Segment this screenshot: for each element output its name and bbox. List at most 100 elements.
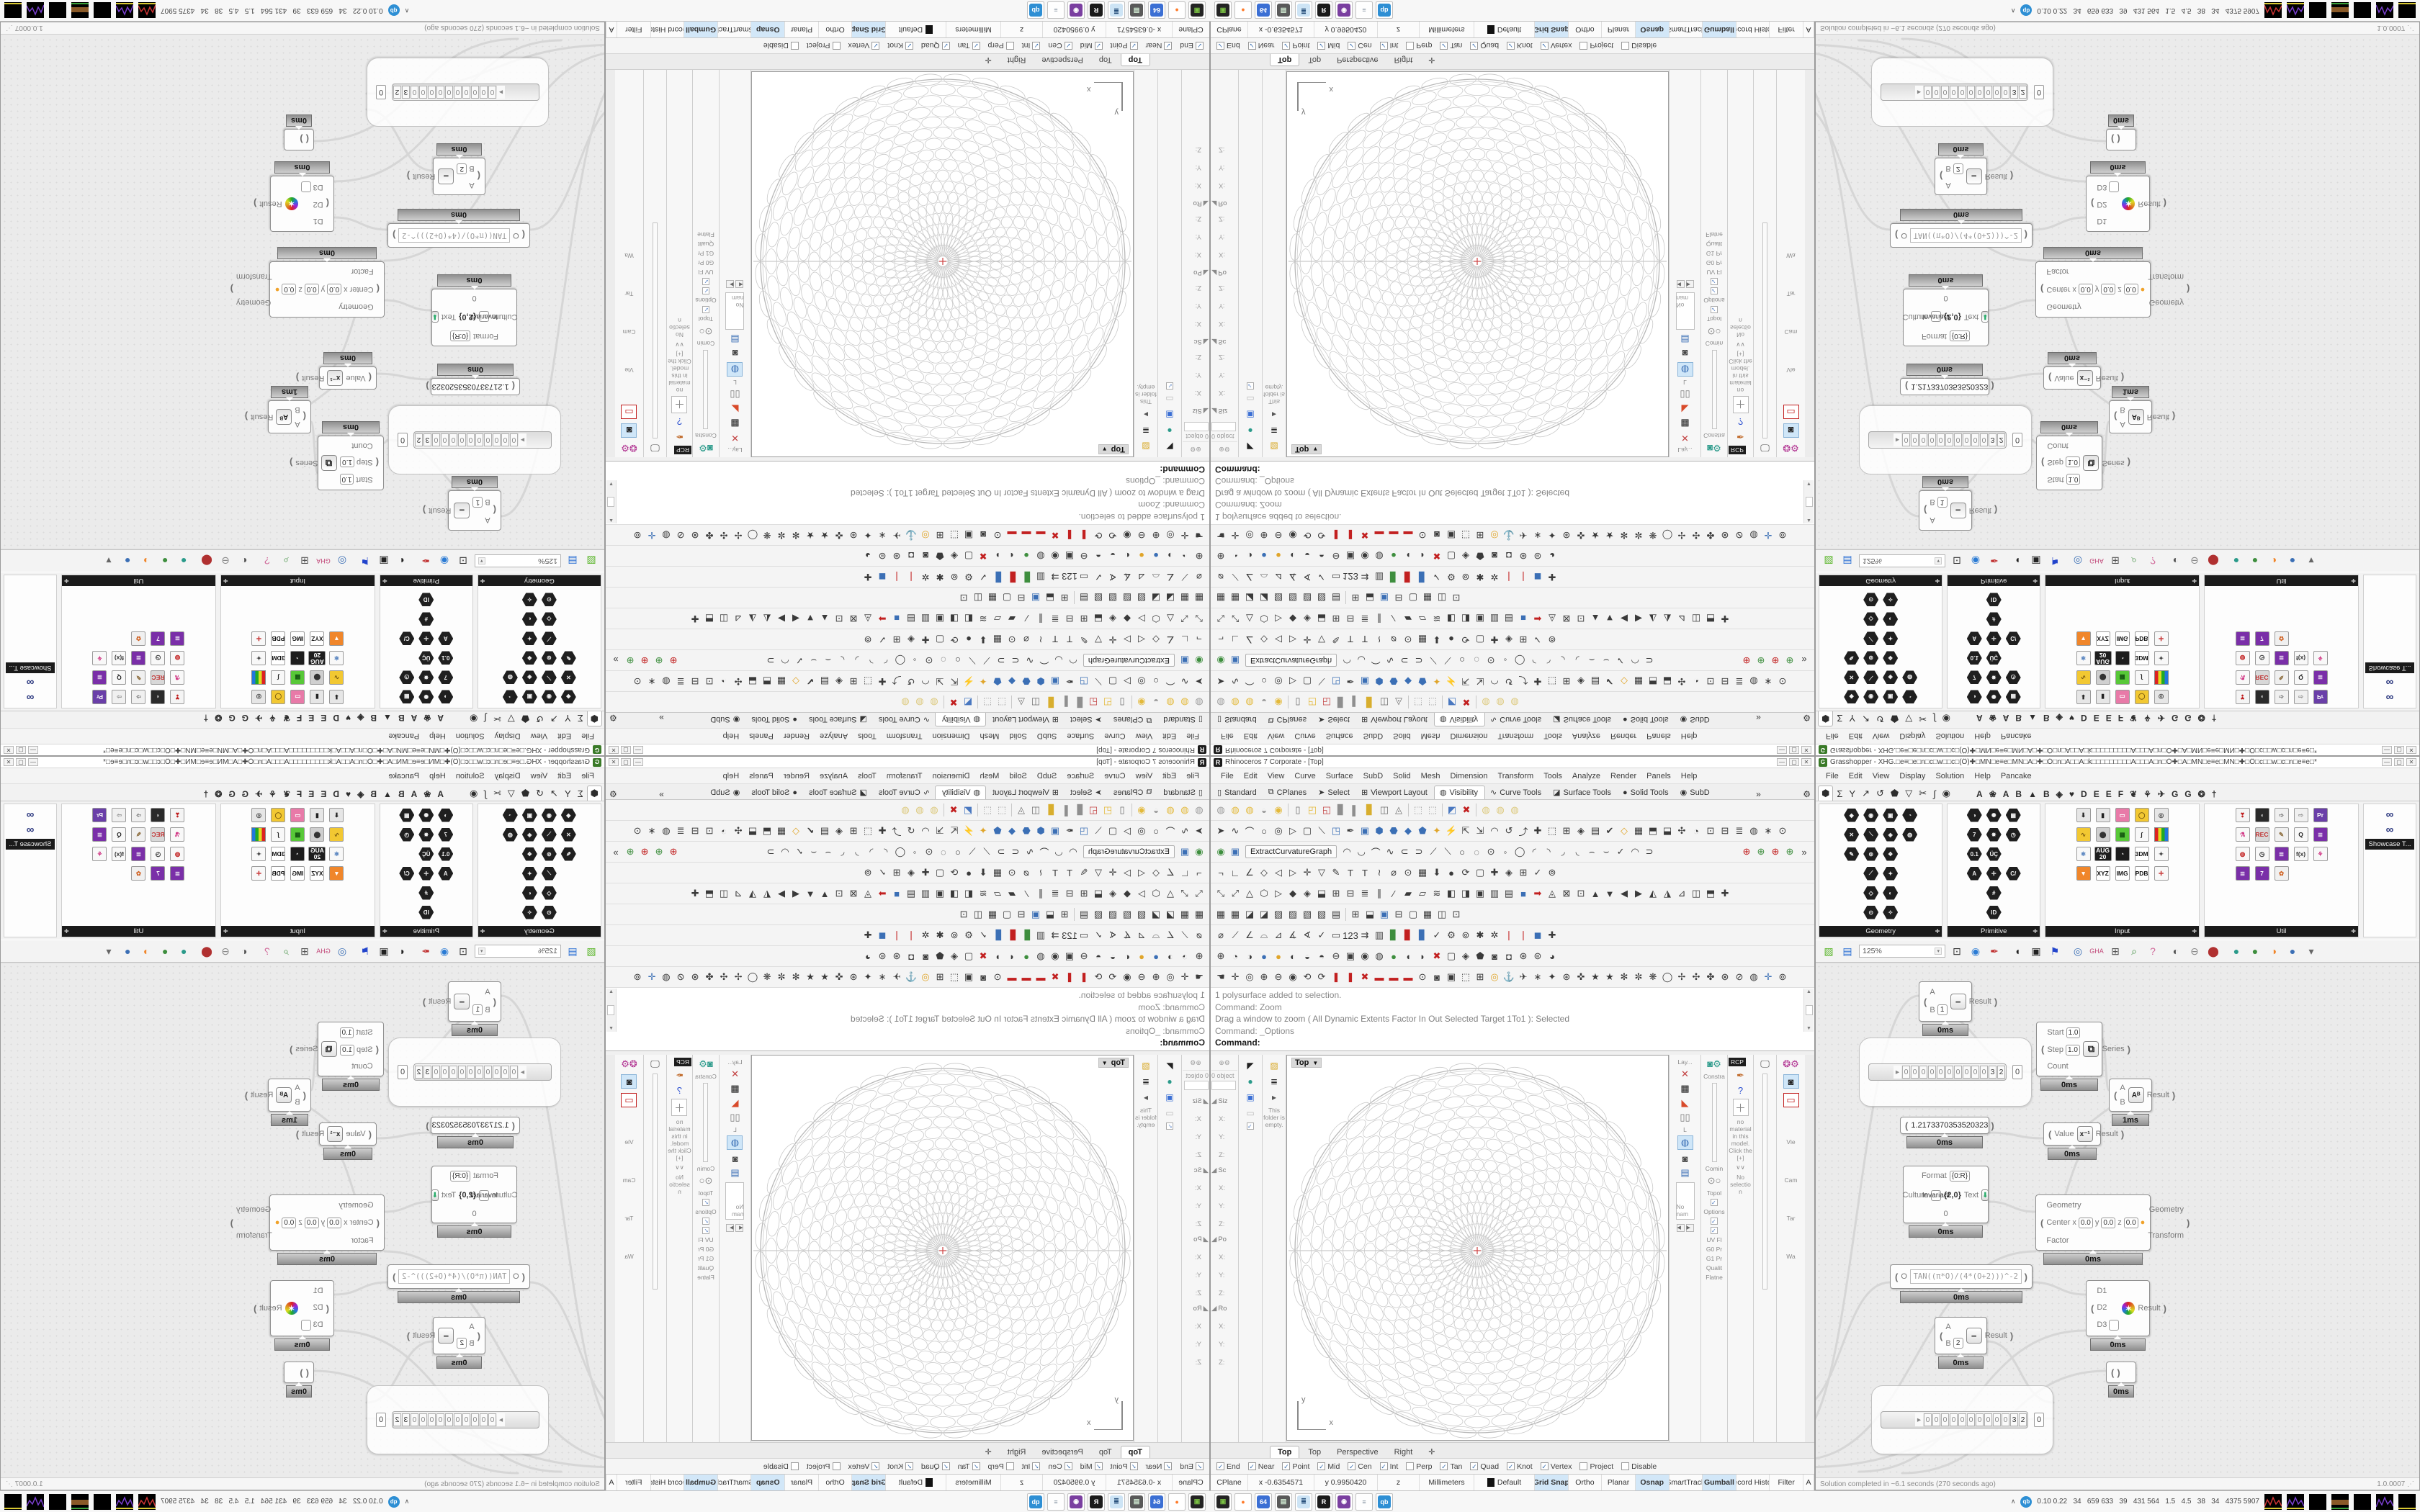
gh-component-icon[interactable]: # — [1985, 884, 2002, 901]
viewport-tab-top[interactable]: Top — [1098, 1448, 1112, 1457]
toolbar-icon-▊[interactable]: ▊ — [1337, 697, 1345, 708]
gh-component-icon[interactable]: ◐ — [1882, 884, 1899, 901]
constraint-slider[interactable] — [1711, 1083, 1717, 1162]
gh-component-icon[interactable]: ◇ — [1863, 611, 1880, 628]
toolbar-icon-⤡[interactable]: ⤡ — [1216, 613, 1225, 624]
toolbar-icon-◳[interactable]: ◳ — [1331, 676, 1341, 687]
toolbar-icon-▊[interactable]: ▊ — [1075, 697, 1083, 708]
options-checkbox[interactable]: ✓ — [1711, 287, 1718, 294]
toolbar-icon-⬟[interactable]: ⬟ — [1418, 676, 1427, 687]
toolbar-icon-◨[interactable]: ◨ — [1461, 888, 1471, 899]
rhino-menu-transform[interactable]: Transform — [886, 771, 923, 780]
gh-menu-pancake[interactable]: Pancake — [388, 771, 420, 780]
rhinoceros-icon[interactable]: R — [1315, 1493, 1332, 1511]
toolbar-icon-✒[interactable]: ✒ — [1346, 676, 1355, 687]
rhino-tab-viewport-layout[interactable]: ⊞ Viewport Layout — [1361, 715, 1428, 724]
toolbar-icon-❘[interactable]: ❘ — [892, 930, 901, 940]
toolbar-icon-▧[interactable]: ▧ — [1317, 593, 1327, 603]
gh-node-io-3[interactable]: (A B Aᴮ Result) 1ms — [2109, 386, 2175, 433]
gh-component-icon[interactable]: ⬤ — [308, 826, 326, 843]
command-scrollbar[interactable]: ▲ ▼ — [1803, 480, 1814, 523]
status-z[interactable]: z — [1378, 22, 1420, 37]
toolbar-icon-⊕[interactable]: ⊕ — [640, 846, 649, 857]
rhino-menu-surface[interactable]: Surface — [1067, 732, 1095, 741]
toolbar-icon-⬚[interactable]: ⬚ — [1413, 697, 1423, 708]
status-smarttrack[interactable]: SmartTrack — [717, 22, 751, 37]
toolbar-icon-✓[interactable]: ✓ — [1094, 572, 1103, 582]
toolbar-icon-◍[interactable]: ◍ — [1180, 697, 1189, 708]
status-planar[interactable]: Planar — [784, 1475, 818, 1490]
topology-checkbox[interactable]: ✓ — [702, 306, 709, 313]
toolbar-icon-◍[interactable]: ◍ — [1496, 697, 1505, 708]
toolbar-icon-○[interactable]: ○ — [1459, 846, 1466, 858]
gh-component-icon[interactable]: ∿ — [2075, 826, 2092, 843]
osnap-int[interactable]: ✓ Int — [1379, 1462, 1399, 1471]
toolbar-icon-∢[interactable]: ∢ — [1303, 930, 1312, 940]
osnap-disable[interactable]: Disable — [1621, 1462, 1657, 1471]
rhino-menu-view[interactable]: View — [1135, 732, 1153, 741]
toolbar-icon-T[interactable]: T — [1052, 867, 1058, 878]
gh-component-icon[interactable]: f(x) — [110, 845, 127, 863]
toolbar-icon-◫[interactable]: ◫ — [719, 613, 729, 624]
status-smarttrack[interactable]: SmartTrack — [1669, 22, 1703, 37]
rhino-menu-render[interactable]: Render — [783, 771, 810, 780]
toolbar-icon-∟[interactable]: ∟ — [1230, 867, 1240, 878]
gh-plugin-tab-18[interactable]: † — [2211, 713, 2217, 723]
toolbar-icon-⌓[interactable]: ⌓ — [1260, 930, 1268, 940]
gh-component-icon[interactable]: ✎ — [2273, 826, 2290, 843]
toolbar-icon-⊃[interactable]: ⊃ — [997, 655, 1005, 666]
toolbar-icon-⌢[interactable]: ⌢ — [825, 846, 832, 857]
toolbar-icon-✔[interactable]: ✔ — [1605, 825, 1614, 836]
light-toggle-button[interactable]: ◍ — [1677, 1135, 1693, 1150]
toolbar-icon-∿[interactable]: ∿ — [1231, 676, 1240, 687]
gh-component-icon[interactable]: ◈ — [1882, 826, 1899, 843]
toolbar-icon-◆[interactable]: ◆ — [1124, 613, 1131, 624]
gh-plugin-tab-7[interactable]: ♥ — [345, 713, 351, 723]
toolbar-icon-⇲[interactable]: ⇲ — [936, 676, 944, 687]
gh-toolbar-icon-?[interactable]: ? — [2150, 945, 2156, 957]
toolbar-icon-✓[interactable]: ✓ — [1094, 930, 1103, 940]
rhino-menu-curve[interactable]: Curve — [1104, 732, 1126, 741]
toolbar-icon-⊜[interactable]: ⊜ — [1533, 551, 1542, 562]
toolbar-icon-⟳[interactable]: ⟳ — [1317, 530, 1326, 541]
toolbar-icon-◠[interactable]: ◠ — [1490, 676, 1499, 687]
toolbar-icon-◀[interactable]: ◀ — [792, 613, 799, 624]
gh-component-icon[interactable]: ◉ — [1863, 688, 1880, 706]
panel-nav-arrows[interactable]: ◀ ▶ — [720, 280, 750, 288]
gh-component-icon[interactable]: Q — [110, 669, 127, 686]
toolbar-icon-◈[interactable]: ◈ — [1577, 676, 1585, 687]
toolbar-icon-▱[interactable]: ▱ — [994, 888, 1001, 899]
panel-scrollbar[interactable] — [653, 1074, 658, 1290]
gh-plugin-tab-12[interactable]: ❦ — [2130, 789, 2138, 799]
gh-component-icon[interactable]: ✦ — [1882, 865, 1899, 882]
gh-panel-label-geometry[interactable]: Geometry ✚ — [478, 926, 601, 937]
toolbar-icon-◈[interactable]: ◈ — [1505, 867, 1512, 878]
toolbar-icon-❘[interactable]: ❘ — [907, 572, 915, 582]
rhino-tab-select[interactable]: ➤ Select — [1318, 715, 1350, 724]
viewcapture-camera-button[interactable]: ◙ — [621, 1074, 637, 1089]
toolbar-icon-✤[interactable]: ✤ — [1706, 530, 1715, 541]
toolbar-icon-⟋[interactable]: ⟋ — [1232, 930, 1239, 940]
graduation-cap-icon[interactable]: ◤ — [1247, 441, 1254, 451]
viewport-tab-✛[interactable]: ✛ — [1428, 55, 1435, 64]
toolbar-icon-◟[interactable]: ◟ — [1575, 846, 1579, 857]
toolbar-icon-◎[interactable]: ◎ — [1245, 971, 1254, 982]
toolbar-icon-◨[interactable]: ◨ — [949, 888, 959, 899]
toolbar-icon-◟[interactable]: ◟ — [841, 846, 845, 857]
status-ortho[interactable]: Ortho — [817, 1475, 852, 1490]
gh-plugin-tab-1[interactable]: ❀ — [1989, 789, 1996, 799]
gh-component-icon[interactable]: ◯ — [2133, 688, 2151, 706]
toolbar-icon-◉[interactable]: ◉ — [1289, 530, 1297, 541]
toolbar-icon-✛[interactable]: ✛ — [1764, 530, 1773, 541]
toolbar-icon-⊡[interactable]: ⊡ — [1706, 676, 1715, 687]
gh-plugin-tab-10[interactable]: E — [308, 713, 315, 723]
display-camera-icon[interactable]: ◙⚙ — [699, 443, 713, 454]
gh-component-icon[interactable]: PDB — [269, 865, 287, 882]
command-prompt[interactable]: Command: — [1160, 1038, 1205, 1048]
toolbar-icon-⁄[interactable]: ⁄ — [1025, 613, 1028, 624]
toolbar-icon-☚[interactable]: ☚ — [1195, 971, 1204, 982]
gh-component-icon[interactable]: ◇ — [540, 611, 557, 628]
gh-component-icon[interactable]: ◔ — [2114, 845, 2131, 863]
toolbar-icon-◭[interactable]: ◭ — [763, 888, 771, 899]
toolbar-icon-⊞[interactable]: ⊞ — [1562, 825, 1571, 836]
